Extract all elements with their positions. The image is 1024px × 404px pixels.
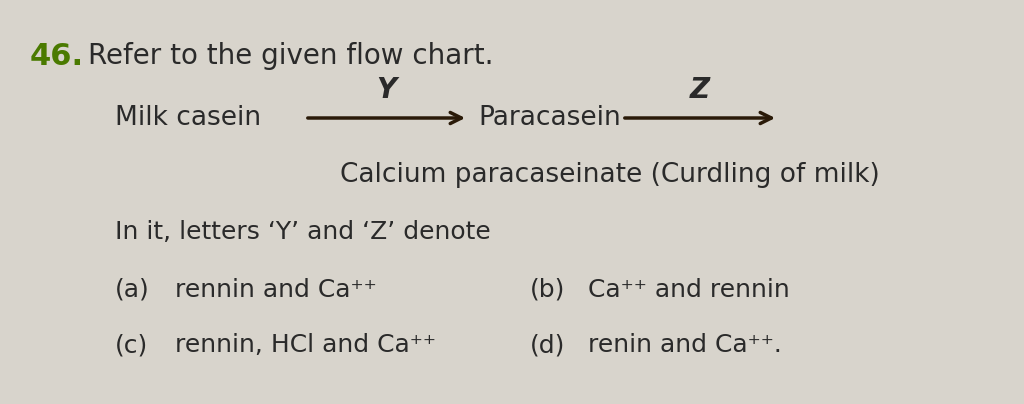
Text: rennin, HCl and Ca⁺⁺: rennin, HCl and Ca⁺⁺ bbox=[175, 333, 436, 357]
Text: Refer to the given flow chart.: Refer to the given flow chart. bbox=[88, 42, 494, 70]
Text: renin and Ca⁺⁺.: renin and Ca⁺⁺. bbox=[588, 333, 782, 357]
Text: rennin and Ca⁺⁺: rennin and Ca⁺⁺ bbox=[175, 278, 377, 302]
Text: Calcium paracaseinate (Curdling of milk): Calcium paracaseinate (Curdling of milk) bbox=[340, 162, 880, 188]
Text: (d): (d) bbox=[530, 333, 565, 357]
Text: Z: Z bbox=[690, 76, 710, 104]
Text: 46.: 46. bbox=[30, 42, 84, 71]
Text: (a): (a) bbox=[115, 278, 150, 302]
Text: (c): (c) bbox=[115, 333, 148, 357]
Text: Paracasein: Paracasein bbox=[478, 105, 621, 131]
Text: (b): (b) bbox=[530, 278, 565, 302]
Text: Y: Y bbox=[376, 76, 396, 104]
Text: Ca⁺⁺ and rennin: Ca⁺⁺ and rennin bbox=[588, 278, 790, 302]
Text: In it, letters ‘Y’ and ‘Z’ denote: In it, letters ‘Y’ and ‘Z’ denote bbox=[115, 220, 490, 244]
Text: Milk casein: Milk casein bbox=[115, 105, 261, 131]
